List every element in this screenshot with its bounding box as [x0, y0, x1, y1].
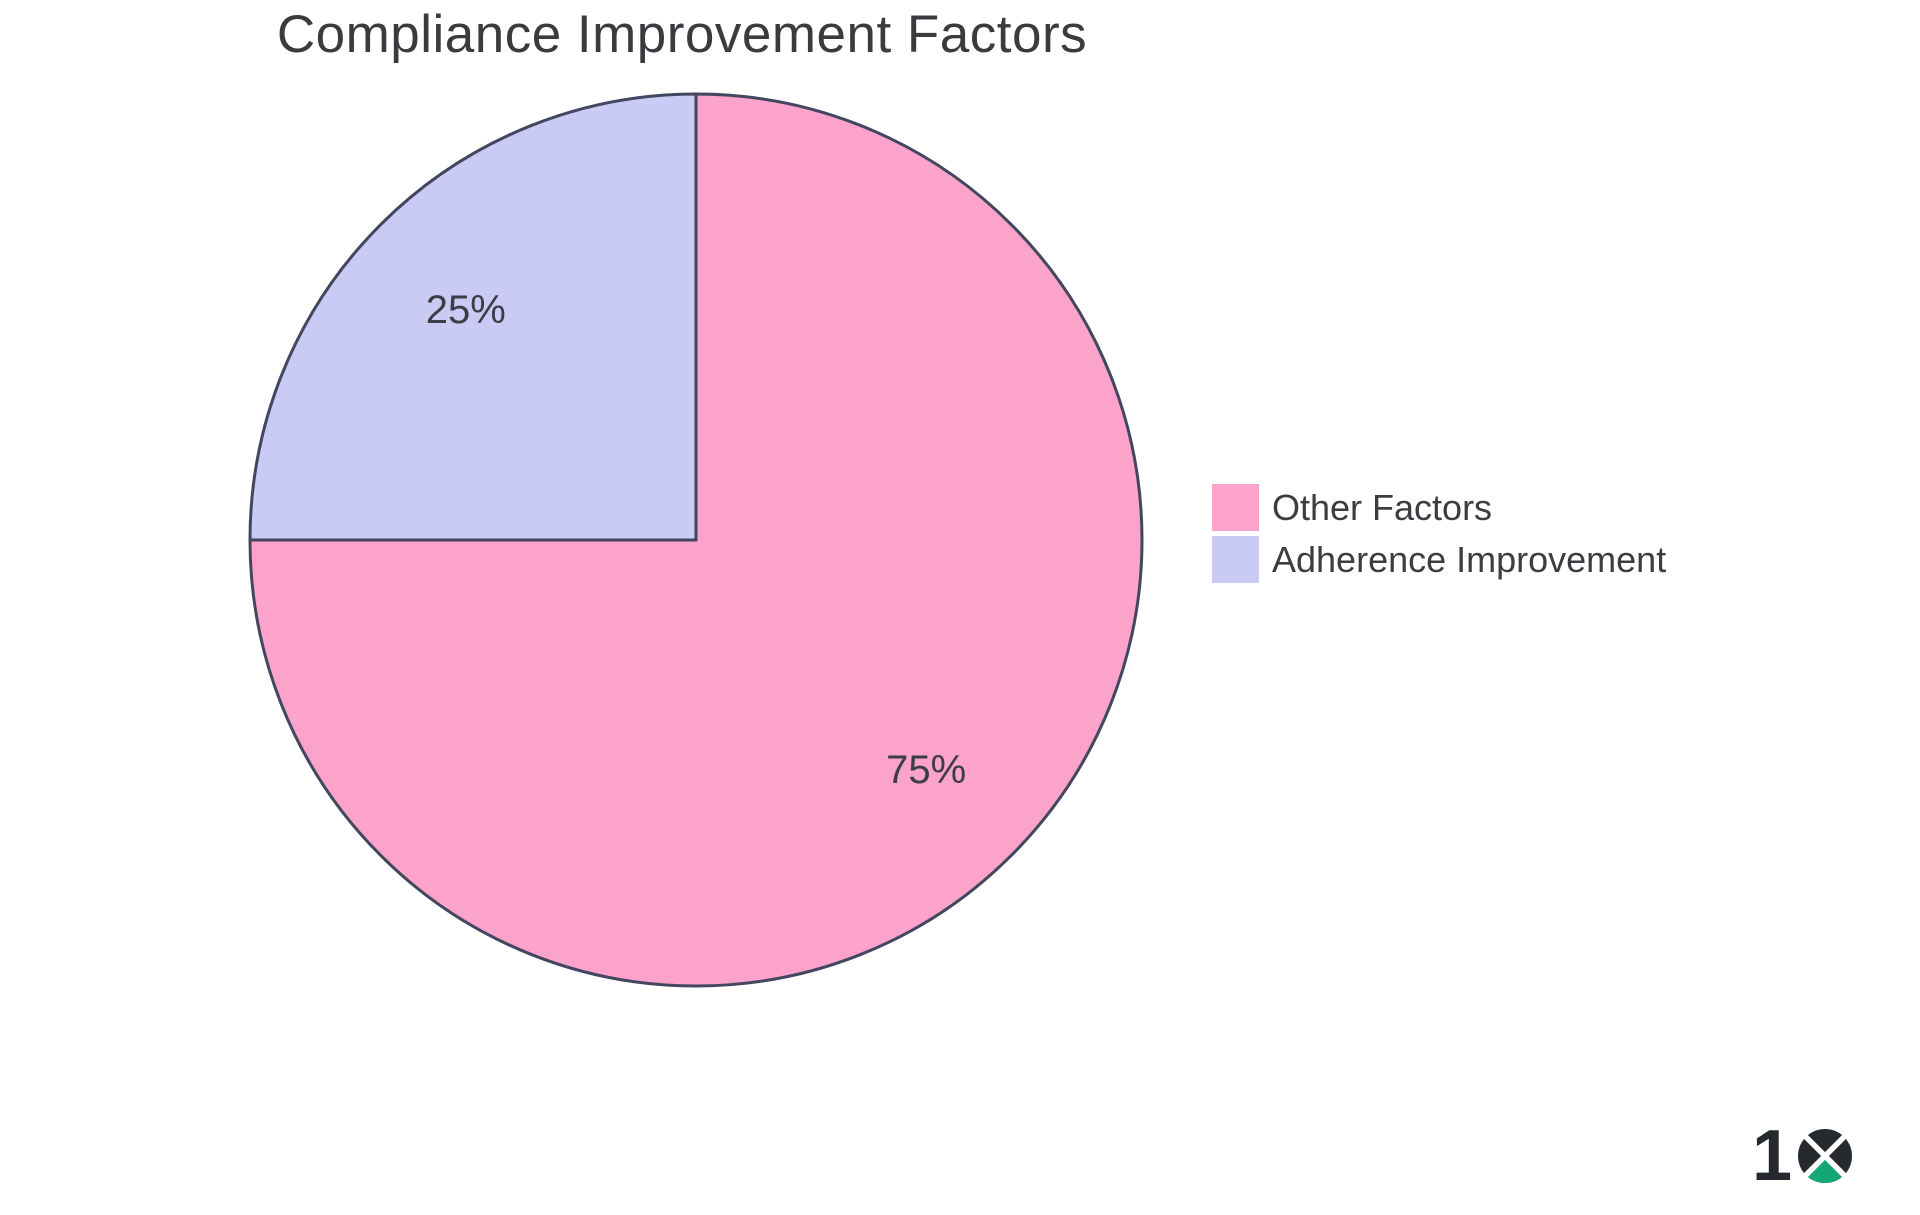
pie-slice-adherence-improvement[interactable] — [248, 92, 698, 542]
logo-pie-icon — [1798, 1129, 1853, 1184]
legend: Other Factors Adherence Improvement — [1212, 484, 1666, 583]
legend-item-other-factors[interactable]: Other Factors — [1212, 484, 1666, 531]
legend-swatch-adherence-improvement — [1212, 536, 1259, 583]
logo-numeral: 1 — [1752, 1116, 1793, 1196]
logo-green-wedge — [1805, 1156, 1845, 1184]
pie-slice-label-other-factors: 75% — [886, 748, 966, 792]
legend-label-adherence-improvement: Adherence Improvement — [1272, 538, 1667, 580]
legend-label-other-factors: Other Factors — [1272, 486, 1493, 528]
pie-slice-label-adherence-improvement: 25% — [426, 288, 506, 332]
legend-item-adherence-improvement[interactable]: Adherence Improvement — [1212, 536, 1666, 583]
legend-swatch-other-factors — [1212, 484, 1259, 531]
logo-x-divider — [1800, 1131, 1850, 1181]
logo: 1 — [1752, 1116, 1853, 1196]
chart-title: Compliance Improvement Factors — [276, 5, 1088, 64]
